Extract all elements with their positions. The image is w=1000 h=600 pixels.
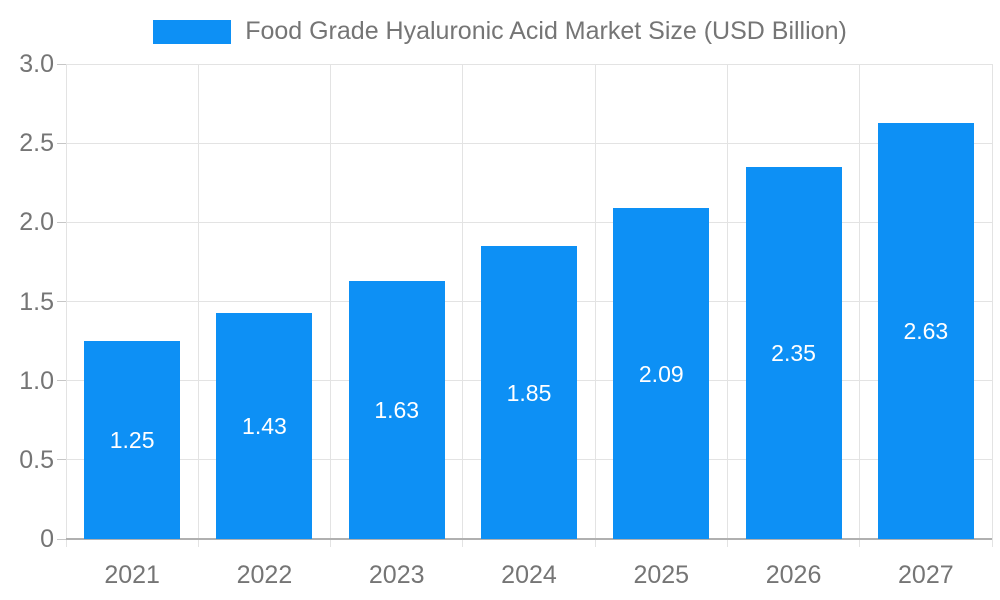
y-tick-label: 1.5 xyxy=(19,287,54,316)
bar xyxy=(481,246,577,539)
bar xyxy=(84,341,181,539)
x-tick-label: 2021 xyxy=(104,561,160,589)
y-tick-label: 2.5 xyxy=(19,129,54,158)
bar xyxy=(877,122,974,539)
bar-value-label: 2.63 xyxy=(903,317,949,344)
y-tick xyxy=(57,301,66,302)
y-tick xyxy=(57,221,66,223)
category-gridline xyxy=(726,64,728,547)
legend-title: Food Grade Hyaluronic Acid Market Size (… xyxy=(245,17,847,45)
y-tick-label: 0 xyxy=(40,525,54,553)
chart-legend: Food Grade Hyaluronic Acid Market Size (… xyxy=(0,17,1000,46)
y-tick xyxy=(57,142,66,144)
y-tick xyxy=(57,63,66,65)
bar-value-label: 1.25 xyxy=(109,427,155,454)
bar xyxy=(745,166,842,539)
y-tick-label: 1.0 xyxy=(19,366,54,395)
x-tick-label: 2022 xyxy=(236,561,293,589)
x-tick-label: 2027 xyxy=(898,561,954,589)
y-tick xyxy=(57,380,66,382)
bar-value-label: 1.85 xyxy=(506,379,552,406)
bar-value-label: 2.09 xyxy=(638,360,684,387)
x-tick-label: 2025 xyxy=(633,561,690,589)
y-tick-label: 2.0 xyxy=(19,208,54,237)
category-gridline xyxy=(594,64,596,547)
x-tick-label: 2024 xyxy=(501,561,557,589)
category-gridline xyxy=(859,64,861,547)
category-gridline xyxy=(197,64,199,547)
bar-value-label: 2.35 xyxy=(771,339,816,366)
x-tick-label: 2026 xyxy=(765,561,822,589)
category-gridline xyxy=(65,64,67,547)
bar-value-label: 1.43 xyxy=(242,412,287,439)
y-tick xyxy=(57,459,66,461)
legend-swatch xyxy=(153,19,232,44)
bar xyxy=(216,312,313,539)
axis-baseline xyxy=(66,538,992,540)
category-gridline xyxy=(330,64,332,547)
bar xyxy=(348,280,445,539)
bar-value-label: 1.63 xyxy=(374,396,420,423)
category-gridline xyxy=(462,64,464,547)
x-tick-label: 2023 xyxy=(368,561,425,589)
y-tick-label: 0.5 xyxy=(19,445,54,474)
y-tick xyxy=(57,538,66,540)
gridline xyxy=(66,142,992,144)
bar xyxy=(613,208,710,539)
gridline xyxy=(66,221,992,223)
y-tick-label: 3.0 xyxy=(19,50,54,78)
category-gridline xyxy=(991,64,993,547)
gridline xyxy=(66,63,992,65)
